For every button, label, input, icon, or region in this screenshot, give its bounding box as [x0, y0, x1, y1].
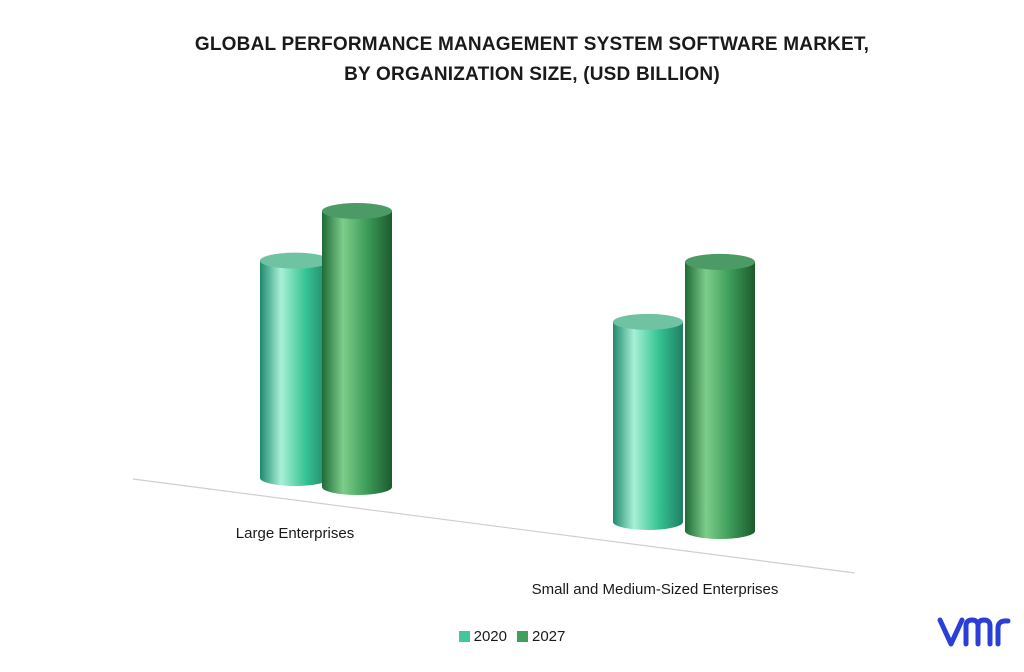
chart-title: GLOBAL PERFORMANCE MANAGEMENT SYSTEM SOF… [0, 30, 1024, 90]
legend-item-2027: 2027 [517, 628, 565, 645]
category-label-large-enterprises: Large Enterprises [236, 525, 354, 542]
bar-body [260, 260, 330, 486]
legend-label-2020: 2020 [473, 628, 507, 645]
legend: 2020 2027 [0, 628, 1024, 645]
bar-2027-large [322, 203, 392, 495]
bar-body [322, 211, 392, 495]
bar-2020-sme [613, 313, 683, 530]
legend-swatch-2020 [458, 631, 470, 642]
floor-line [132, 478, 856, 574]
legend-item-2020: 2020 [458, 628, 507, 645]
bar-top [260, 252, 330, 269]
chart-title-line-1: GLOBAL PERFORMANCE MANAGEMENT SYSTEM SOF… [194, 34, 870, 55]
bar-top [613, 313, 683, 330]
vmr-logo [937, 617, 1011, 647]
bar-top [685, 253, 755, 270]
category-label-sme: Small and Medium-Sized Enterprises [532, 581, 779, 598]
bars-group [260, 203, 755, 539]
chart-title-line-2: BY ORGANIZATION SIZE, (USD BILLION) [344, 64, 720, 85]
bar-2020-large [260, 252, 330, 486]
legend-swatch-2027 [517, 631, 528, 642]
legend-label-2027: 2027 [532, 628, 566, 645]
bar-2027-sme [685, 253, 755, 539]
bar-top [322, 203, 392, 219]
bar-body [613, 321, 683, 530]
bar-body [685, 261, 755, 539]
